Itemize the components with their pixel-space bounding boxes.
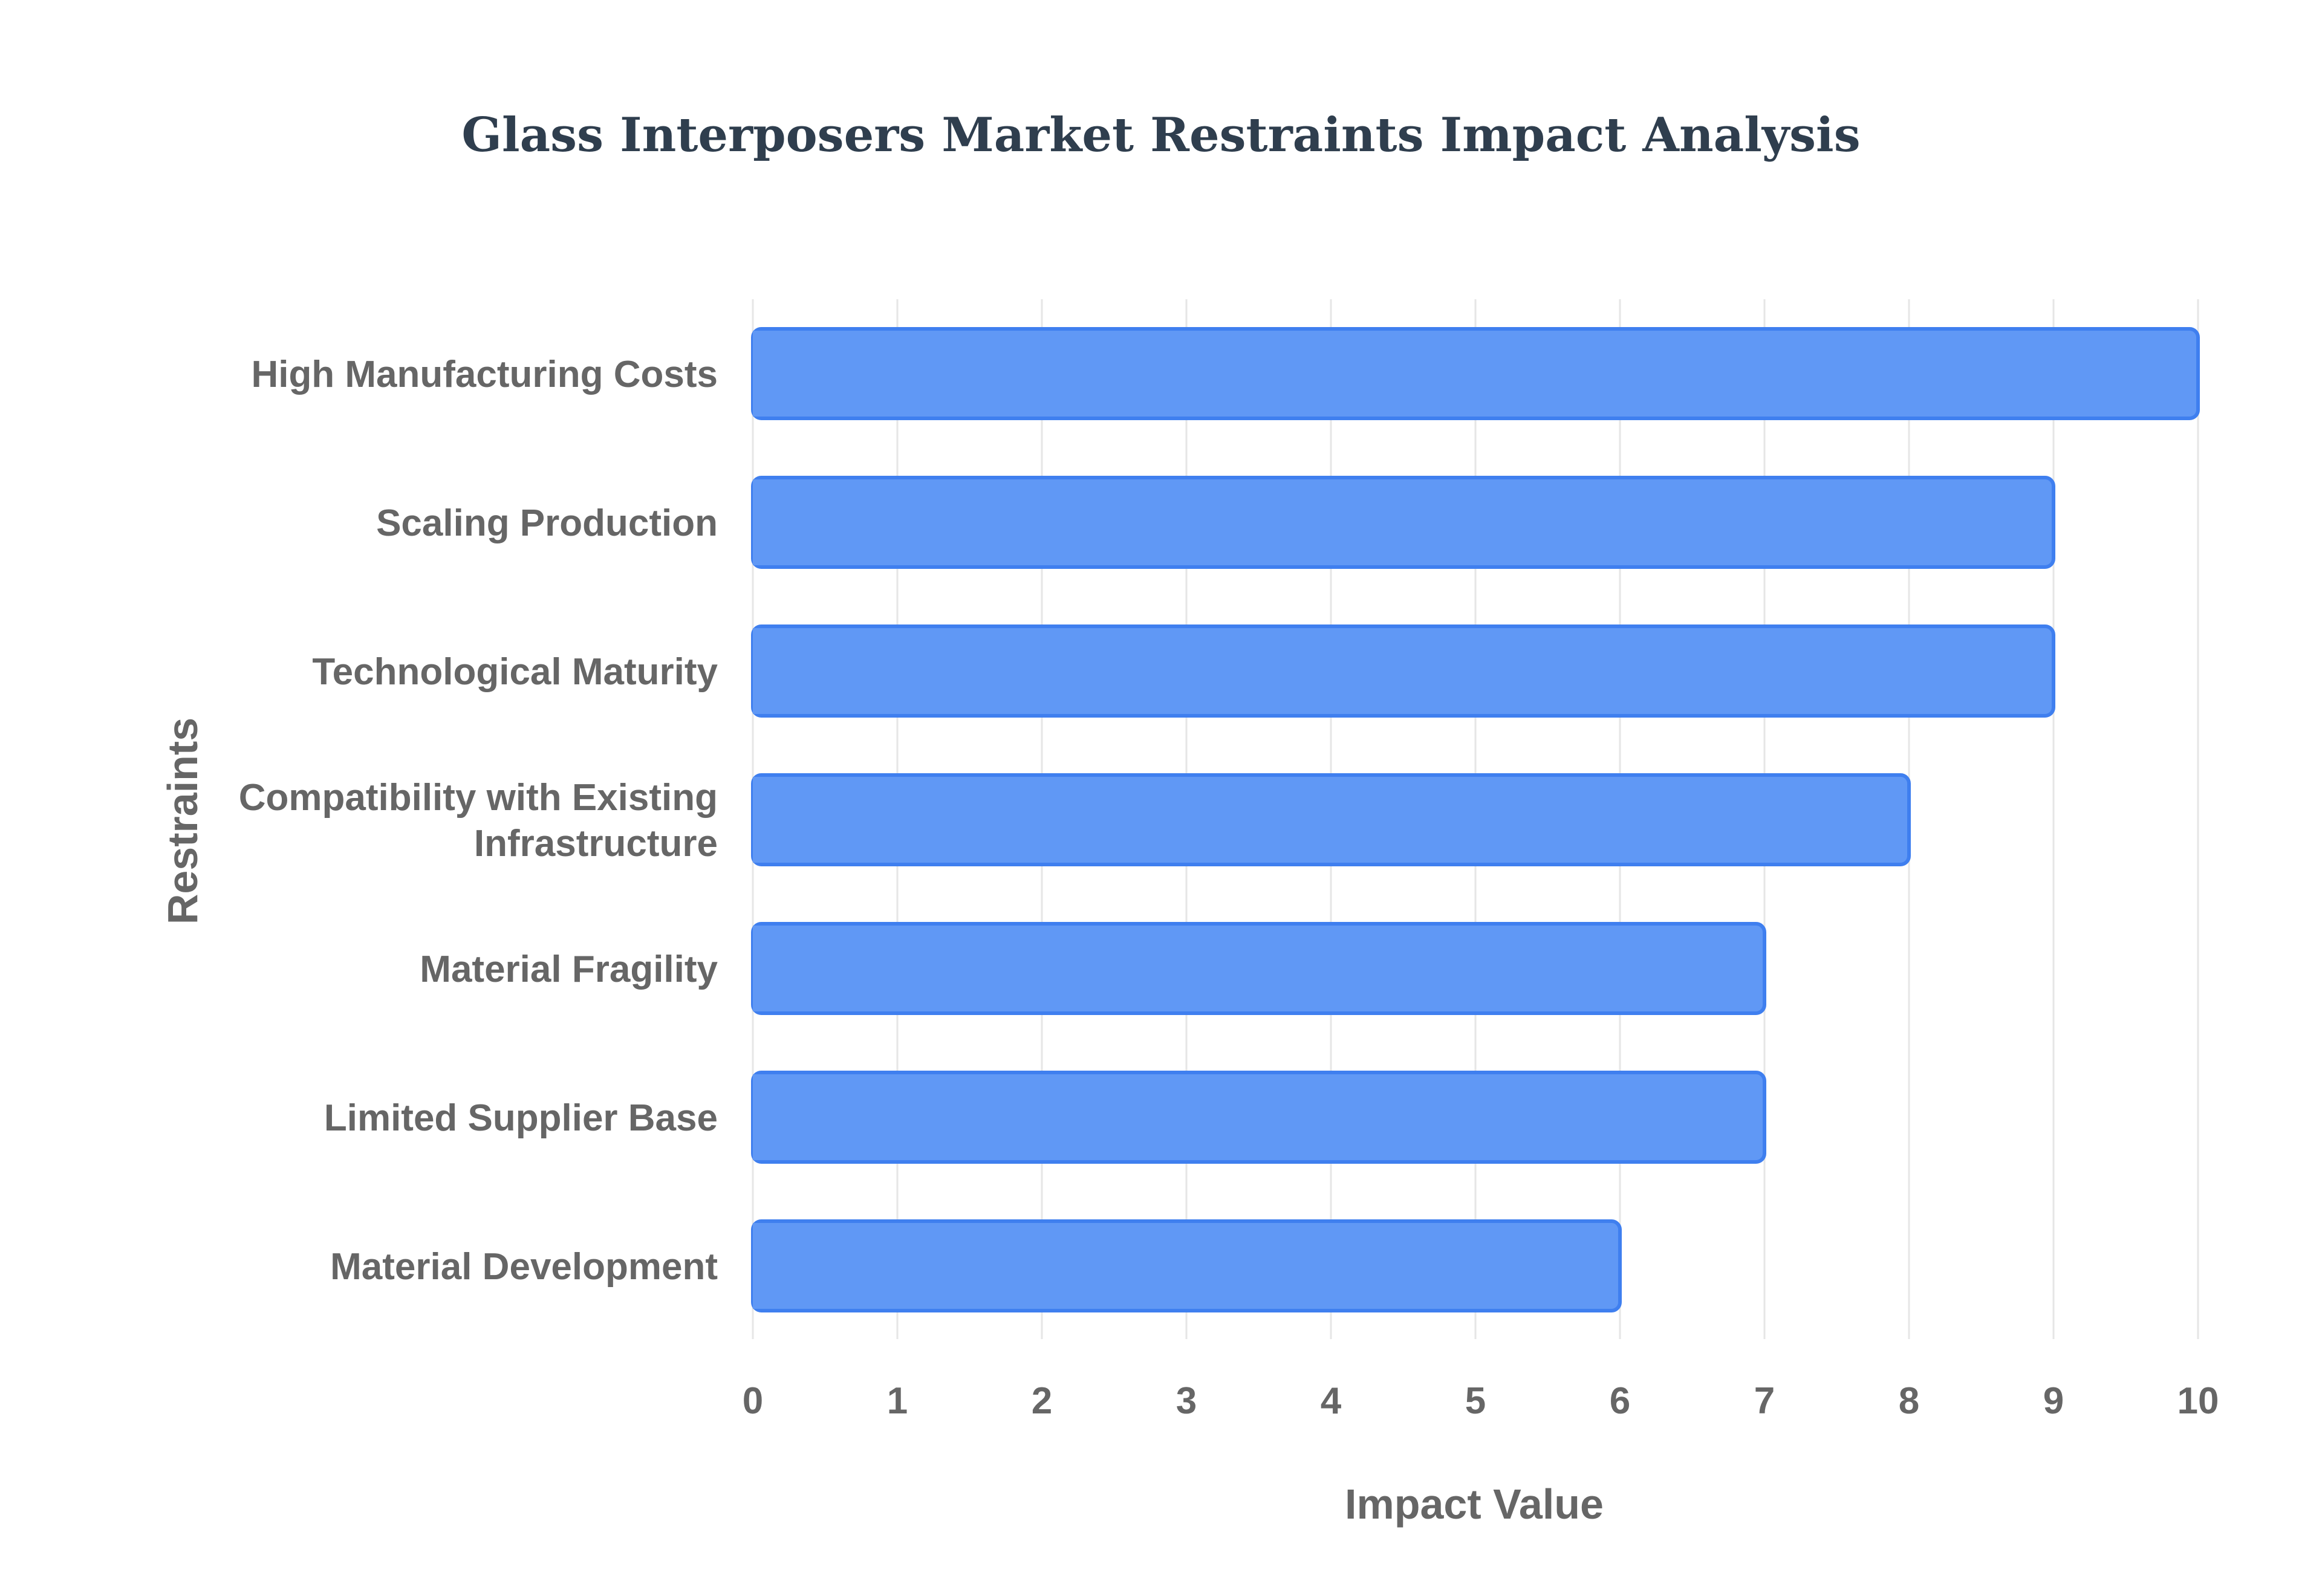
bar-edge bbox=[753, 1223, 765, 1309]
bar-edge bbox=[753, 777, 765, 863]
x-tick-label: 7 bbox=[1754, 1380, 1775, 1422]
category-label: Scaling Production bbox=[376, 502, 718, 544]
bars bbox=[751, 327, 2200, 1312]
bar-edge bbox=[753, 926, 765, 1011]
x-tick-labels: 0 1 2 3 4 5 6 7 8 9 10 bbox=[743, 1380, 2219, 1422]
x-tick-label: 6 bbox=[1610, 1380, 1630, 1422]
chart-title: Glass Interposers Market Restraints Impa… bbox=[461, 108, 1860, 163]
category-label: Material Development bbox=[330, 1246, 718, 1288]
x-tick-label: 4 bbox=[1321, 1380, 1342, 1422]
bar bbox=[751, 922, 1766, 1015]
bar bbox=[751, 624, 2055, 718]
category-label: Limited Supplier Base bbox=[324, 1097, 718, 1139]
category-label: High Manufacturing Costs bbox=[251, 354, 718, 395]
bar-edge bbox=[753, 1074, 765, 1160]
bar-edge bbox=[753, 331, 765, 417]
category-label: Technological Maturity bbox=[312, 651, 718, 693]
x-tick-label: 5 bbox=[1465, 1380, 1486, 1422]
x-tick-label: 3 bbox=[1176, 1380, 1197, 1422]
x-axis-title: Impact Value bbox=[1345, 1481, 1604, 1528]
category-label: Material Fragility bbox=[420, 949, 718, 990]
bar bbox=[751, 1071, 1766, 1164]
bar-edge bbox=[753, 479, 765, 565]
bar bbox=[751, 1219, 1622, 1312]
y-axis-title: Restraints bbox=[159, 718, 206, 924]
category-label: Infrastructure bbox=[474, 823, 718, 864]
bar bbox=[751, 327, 2200, 420]
x-tick-label: 9 bbox=[2043, 1380, 2064, 1422]
x-tick-label: 1 bbox=[887, 1380, 908, 1422]
bar bbox=[751, 476, 2055, 569]
x-tick-label: 2 bbox=[1032, 1380, 1052, 1422]
category-label: Compatibility with Existing bbox=[239, 777, 718, 819]
category-labels: High Manufacturing Costs Scaling Producti… bbox=[239, 354, 718, 1288]
bar bbox=[751, 773, 1911, 866]
x-tick-label: 0 bbox=[743, 1380, 763, 1422]
bar-edge bbox=[753, 628, 765, 714]
x-tick-label: 8 bbox=[1899, 1380, 1919, 1422]
x-tick-label: 10 bbox=[2177, 1380, 2219, 1422]
